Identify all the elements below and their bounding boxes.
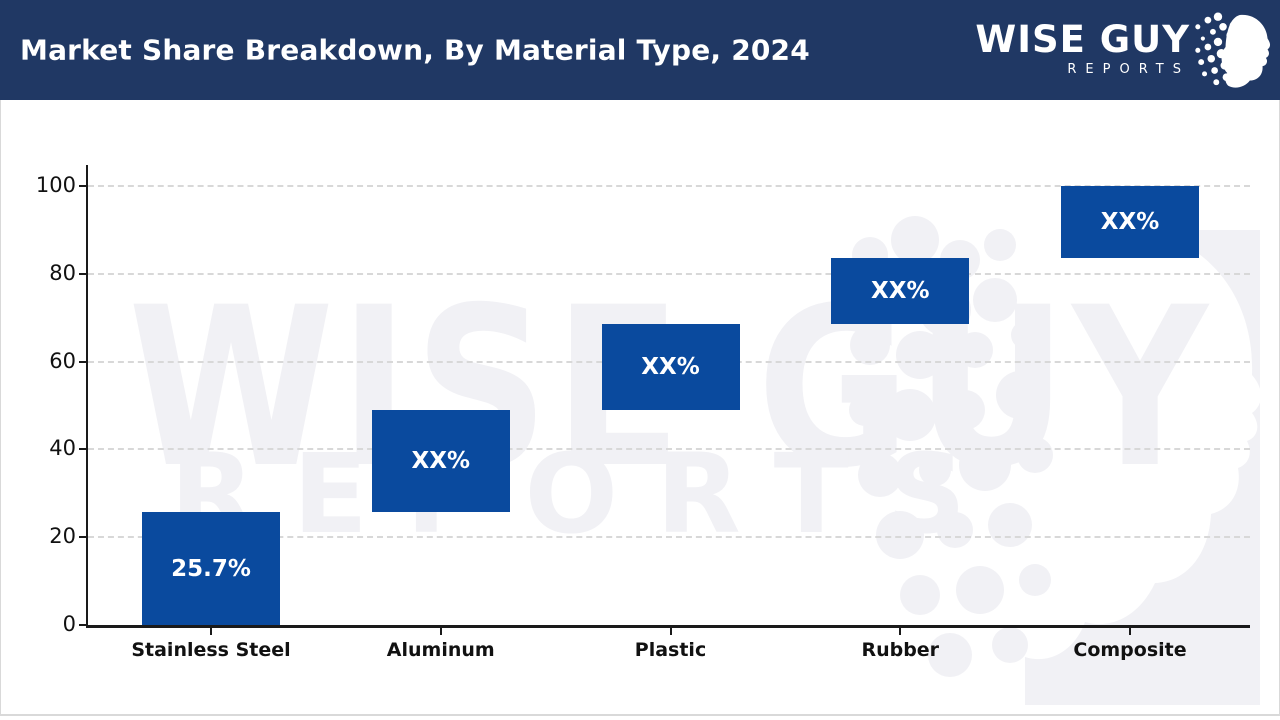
bar-aluminum: XX% (371, 409, 510, 513)
x-tick-mark-rubber (899, 627, 902, 635)
page-title: Market Share Breakdown, By Material Type… (20, 33, 810, 67)
gridline-80 (88, 272, 1250, 275)
x-tick-mark-plastic (669, 627, 672, 635)
logo-head-icon (1195, 12, 1271, 88)
y-tick-label-0: 0 (62, 612, 76, 636)
bar-value-label-plastic: XX% (641, 354, 700, 381)
x-axis-line (86, 625, 1250, 628)
bar-stainless-steel: 25.7% (142, 512, 280, 625)
x-tick-label-rubber: Rubber (861, 639, 940, 661)
y-tick-mark-20 (79, 536, 88, 539)
x-tick-label-composite: Composite (1073, 639, 1187, 661)
page-border-bottom (0, 714, 1280, 716)
x-tick-label-aluminum: Aluminum (386, 639, 495, 661)
y-tick-mark-0 (79, 624, 88, 626)
bar-rubber: XX% (831, 258, 970, 325)
logo-wordmark-line1: WISE GUY (975, 18, 1190, 61)
chart: WISE GUY REPORTS 0 20 40 60 80 100 25.7% Stainl… (0, 100, 1280, 716)
y-tick-mark-40 (79, 448, 88, 451)
bar-value-label-composite: XX% (1100, 209, 1160, 236)
y-tick-label-60: 60 (49, 348, 76, 373)
x-tick-mark-aluminum (439, 627, 442, 635)
wise-guy-reports-logo: WISE GUY REPORTS (975, 4, 1272, 96)
bar-value-label-stainless-steel: 25.7% (171, 555, 251, 582)
y-tick-mark-100 (79, 185, 88, 187)
y-tick-label-100: 100 (35, 173, 76, 197)
bar-composite: XX% (1061, 186, 1199, 259)
page-border-left (0, 100, 1, 716)
y-axis-line (86, 165, 88, 628)
y-tick-label-80: 80 (49, 260, 76, 285)
logo-wordmark: WISE GUY REPORTS (975, 18, 1190, 77)
y-tick-label-40: 40 (49, 436, 76, 461)
logo-wordmark-line2: REPORTS (1067, 61, 1190, 77)
x-tick-label-plastic: Plastic (634, 639, 707, 661)
header-bar: Market Share Breakdown, By Material Type… (0, 0, 1280, 100)
x-tick-mark-composite (1129, 627, 1131, 635)
gridline-20 (88, 536, 1250, 539)
gridline-40 (88, 448, 1250, 451)
x-tick-mark-stainless-steel (210, 627, 212, 635)
x-tick-label-stainless-steel: Stainless Steel (131, 639, 291, 661)
bar-plastic: XX% (601, 324, 740, 410)
y-tick-mark-60 (79, 360, 88, 363)
bar-value-label-rubber: XX% (870, 278, 930, 305)
gridline-100 (88, 185, 1250, 187)
y-tick-label-20: 20 (49, 524, 76, 549)
bar-value-label-aluminum: XX% (411, 448, 470, 475)
y-tick-mark-80 (79, 272, 88, 275)
